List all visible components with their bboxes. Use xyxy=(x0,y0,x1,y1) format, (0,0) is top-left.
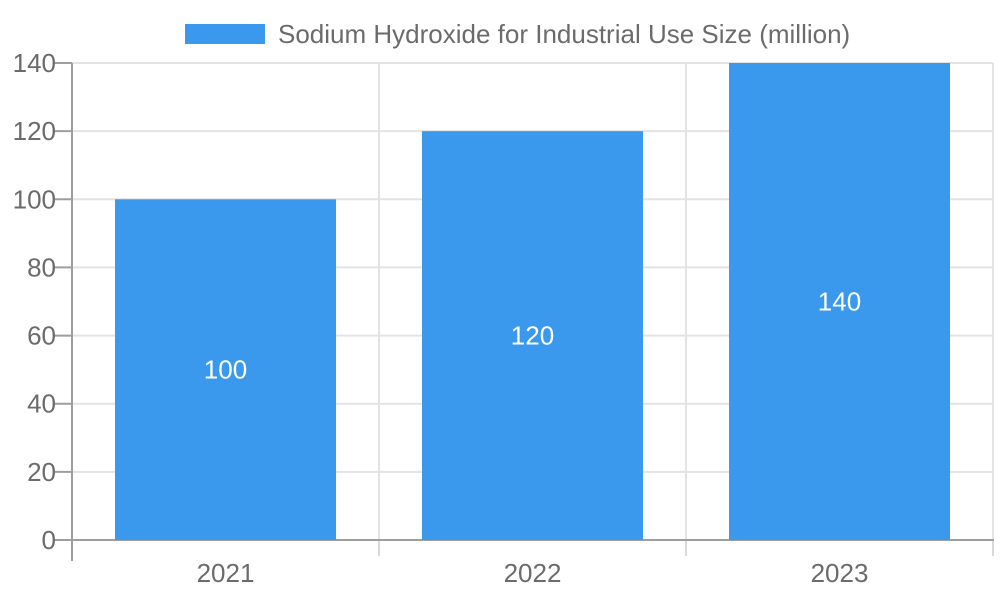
y-tick-label: 140 xyxy=(13,48,56,78)
bar-value-label: 100 xyxy=(204,355,247,385)
y-tick-label: 80 xyxy=(27,252,56,282)
bar-2022 xyxy=(422,131,643,540)
y-tick-label: 60 xyxy=(27,321,56,351)
x-category-label: 2022 xyxy=(504,558,562,588)
bar-value-label: 120 xyxy=(511,321,554,351)
legend-swatch xyxy=(185,24,265,44)
y-tick-label: 40 xyxy=(27,389,56,419)
bar-2023 xyxy=(729,63,950,540)
y-tick-label: 100 xyxy=(13,184,56,214)
y-tick-label: 20 xyxy=(27,457,56,487)
bar-value-label: 140 xyxy=(818,287,861,317)
x-category-label: 2021 xyxy=(197,558,255,588)
legend-series-label: Sodium Hydroxide for Industrial Use Size… xyxy=(278,19,851,49)
y-tick-label: 120 xyxy=(13,116,56,146)
y-tick-label: 0 xyxy=(42,525,56,555)
x-category-label: 2023 xyxy=(811,558,869,588)
legend: Sodium Hydroxide for Industrial Use Size… xyxy=(185,21,850,47)
bar-2021 xyxy=(115,199,336,541)
